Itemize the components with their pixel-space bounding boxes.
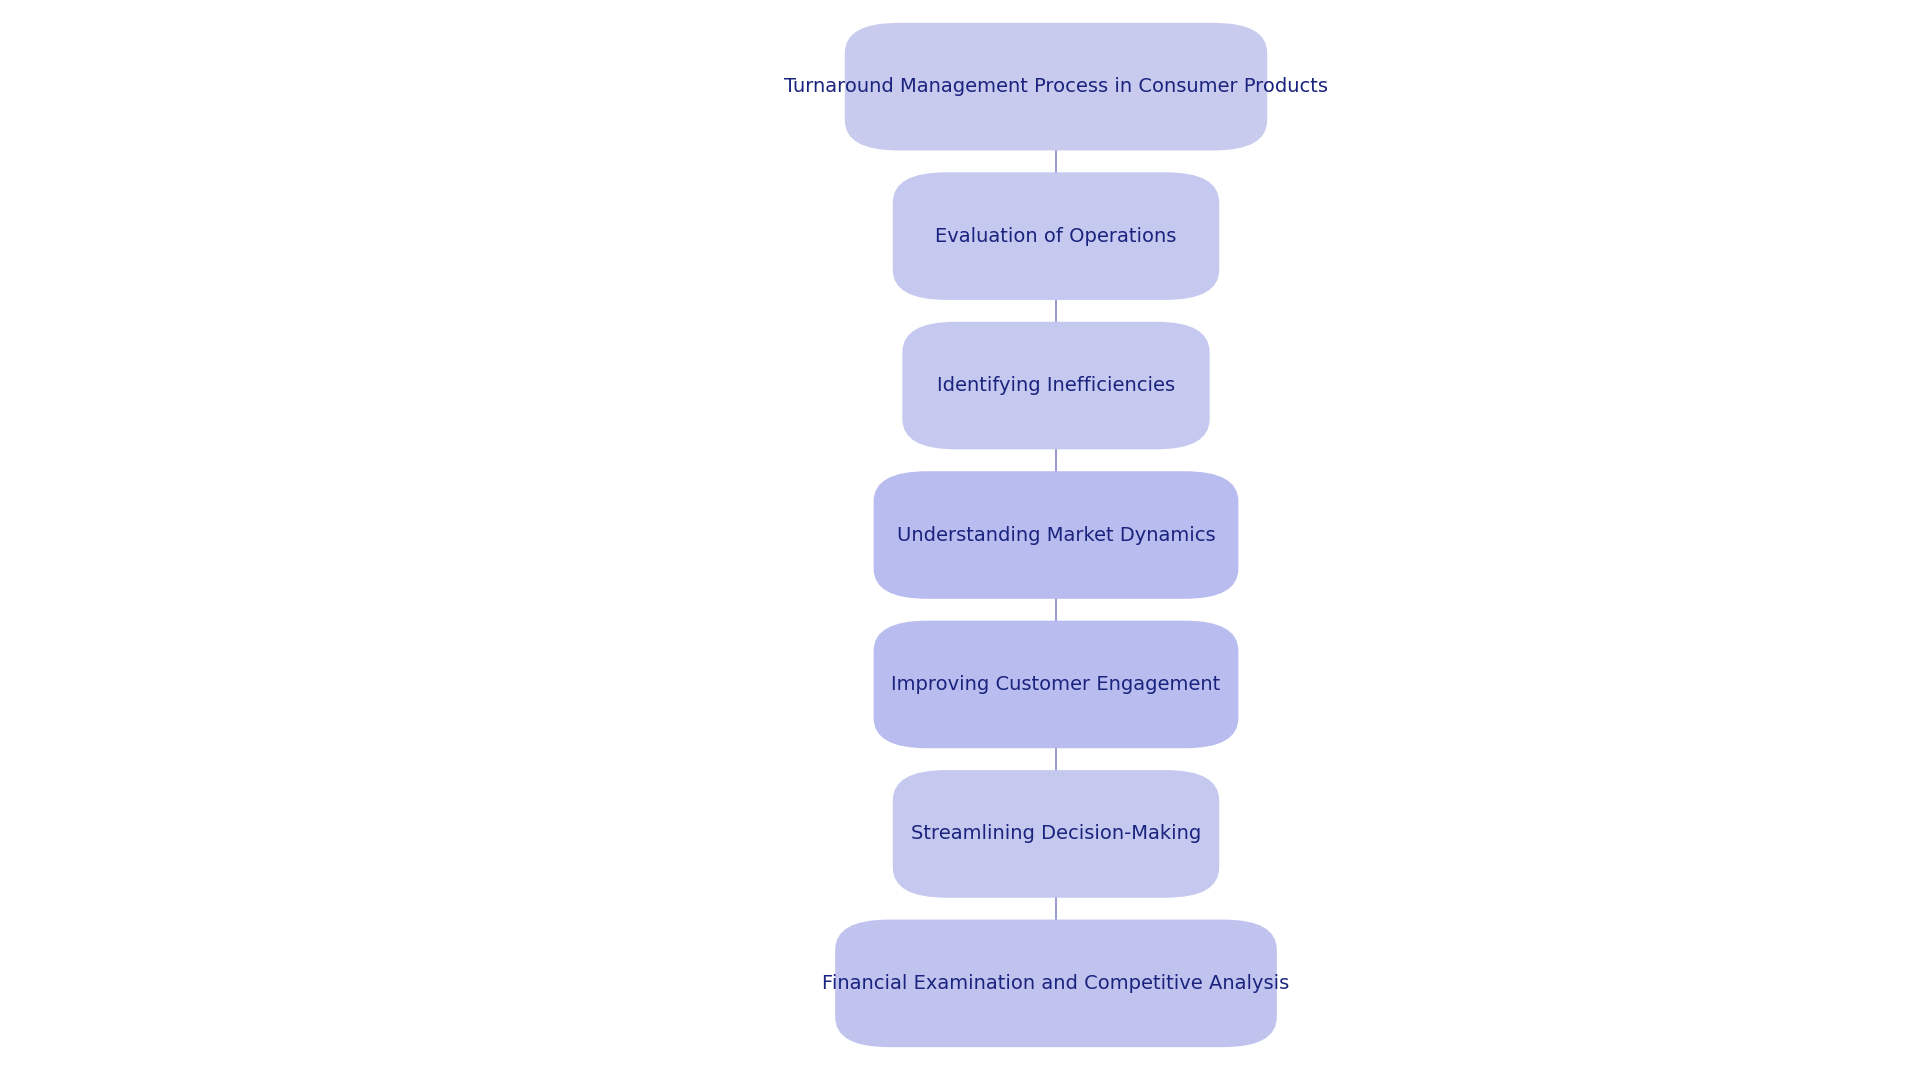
FancyBboxPatch shape: [874, 471, 1238, 599]
Text: Improving Customer Engagement: Improving Customer Engagement: [891, 675, 1221, 694]
Text: Turnaround Management Process in Consumer Products: Turnaround Management Process in Consume…: [783, 77, 1329, 96]
FancyBboxPatch shape: [845, 23, 1267, 151]
Text: Understanding Market Dynamics: Understanding Market Dynamics: [897, 525, 1215, 545]
Text: Identifying Inefficiencies: Identifying Inefficiencies: [937, 376, 1175, 395]
FancyBboxPatch shape: [874, 621, 1238, 748]
FancyBboxPatch shape: [835, 919, 1277, 1047]
FancyBboxPatch shape: [893, 172, 1219, 300]
FancyBboxPatch shape: [902, 322, 1210, 449]
FancyBboxPatch shape: [893, 770, 1219, 898]
Text: Evaluation of Operations: Evaluation of Operations: [935, 226, 1177, 246]
Text: Financial Examination and Competitive Analysis: Financial Examination and Competitive An…: [822, 974, 1290, 993]
Text: Streamlining Decision-Making: Streamlining Decision-Making: [910, 824, 1202, 844]
